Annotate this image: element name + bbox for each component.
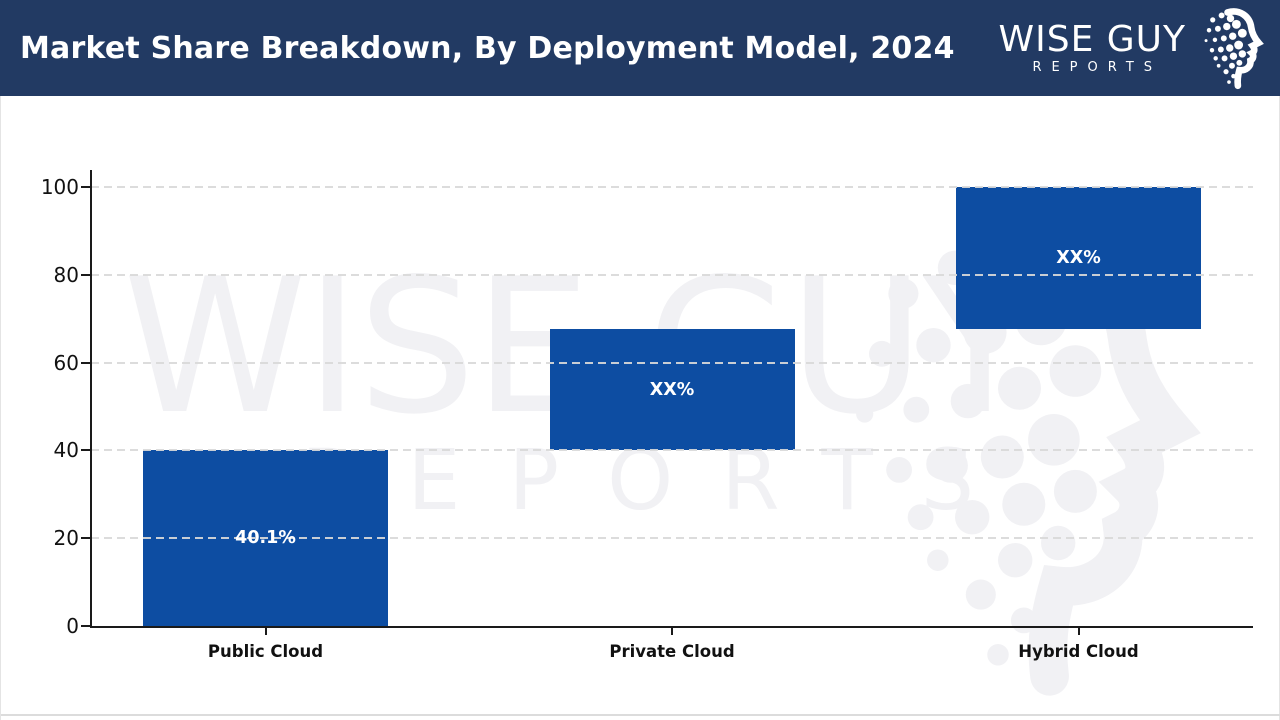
plot-region: 40.1% XX% XX% 0 20 40 60 80 100 Public Cloud Priva… (1, 96, 1280, 720)
x-tick-mark (1077, 627, 1080, 635)
x-tick-mark (264, 627, 267, 635)
x-tick-mark (671, 627, 673, 635)
y-tick-label: 0 (66, 614, 79, 638)
chart-area: WISE GUY REPORTS 40.1% XX% XX% 0 20 40 60 80 100… (0, 96, 1280, 720)
gridline-40 (91, 449, 1253, 452)
brand-name: WISE GUY (998, 19, 1186, 60)
y-tick-mark (81, 273, 91, 276)
y-tick-mark (81, 449, 91, 452)
dotted-head-logo-icon (1192, 6, 1266, 90)
footer-divider (1, 714, 1280, 716)
brand-logo-text: WISE GUY REPORTS (998, 19, 1187, 75)
y-axis-line (90, 170, 92, 628)
gridline-60 (91, 361, 1253, 364)
brand-subname: REPORTS (1032, 60, 1163, 75)
y-tick-mark (81, 625, 91, 627)
y-tick-mark (81, 361, 91, 364)
y-tick-mark (81, 186, 91, 188)
y-tick-label: 40 (53, 438, 79, 463)
x-category-label-hybrid-cloud: Hybrid Cloud (1018, 642, 1139, 661)
bar-value-label: XX% (1056, 248, 1101, 269)
bar-value-label: XX% (649, 379, 695, 400)
y-tick-label: 80 (53, 262, 79, 287)
bar-hybrid-cloud (956, 187, 1201, 330)
watermark-subword: REPORTS (301, 431, 1023, 529)
header-bar: Market Share Breakdown, By Deployment Mo… (0, 0, 1280, 96)
gridline-100 (91, 186, 1253, 188)
x-axis-line (90, 626, 1253, 628)
y-tick-label: 100 (40, 175, 79, 199)
gridline-20 (91, 537, 1253, 540)
y-tick-label: 20 (53, 526, 79, 551)
bar-private-cloud (549, 329, 795, 450)
page-title: Market Share Breakdown, By Deployment Mo… (20, 30, 955, 66)
y-tick-mark (81, 537, 91, 540)
x-category-label-private-cloud: Private Cloud (609, 642, 735, 661)
x-category-label-public-cloud: Public Cloud (207, 642, 324, 661)
gridline-80 (91, 273, 1253, 276)
bar-value-label: 40.1% (235, 527, 296, 548)
y-tick-label: 60 (53, 350, 79, 375)
brand-logo: WISE GUY REPORTS (999, 6, 1267, 90)
